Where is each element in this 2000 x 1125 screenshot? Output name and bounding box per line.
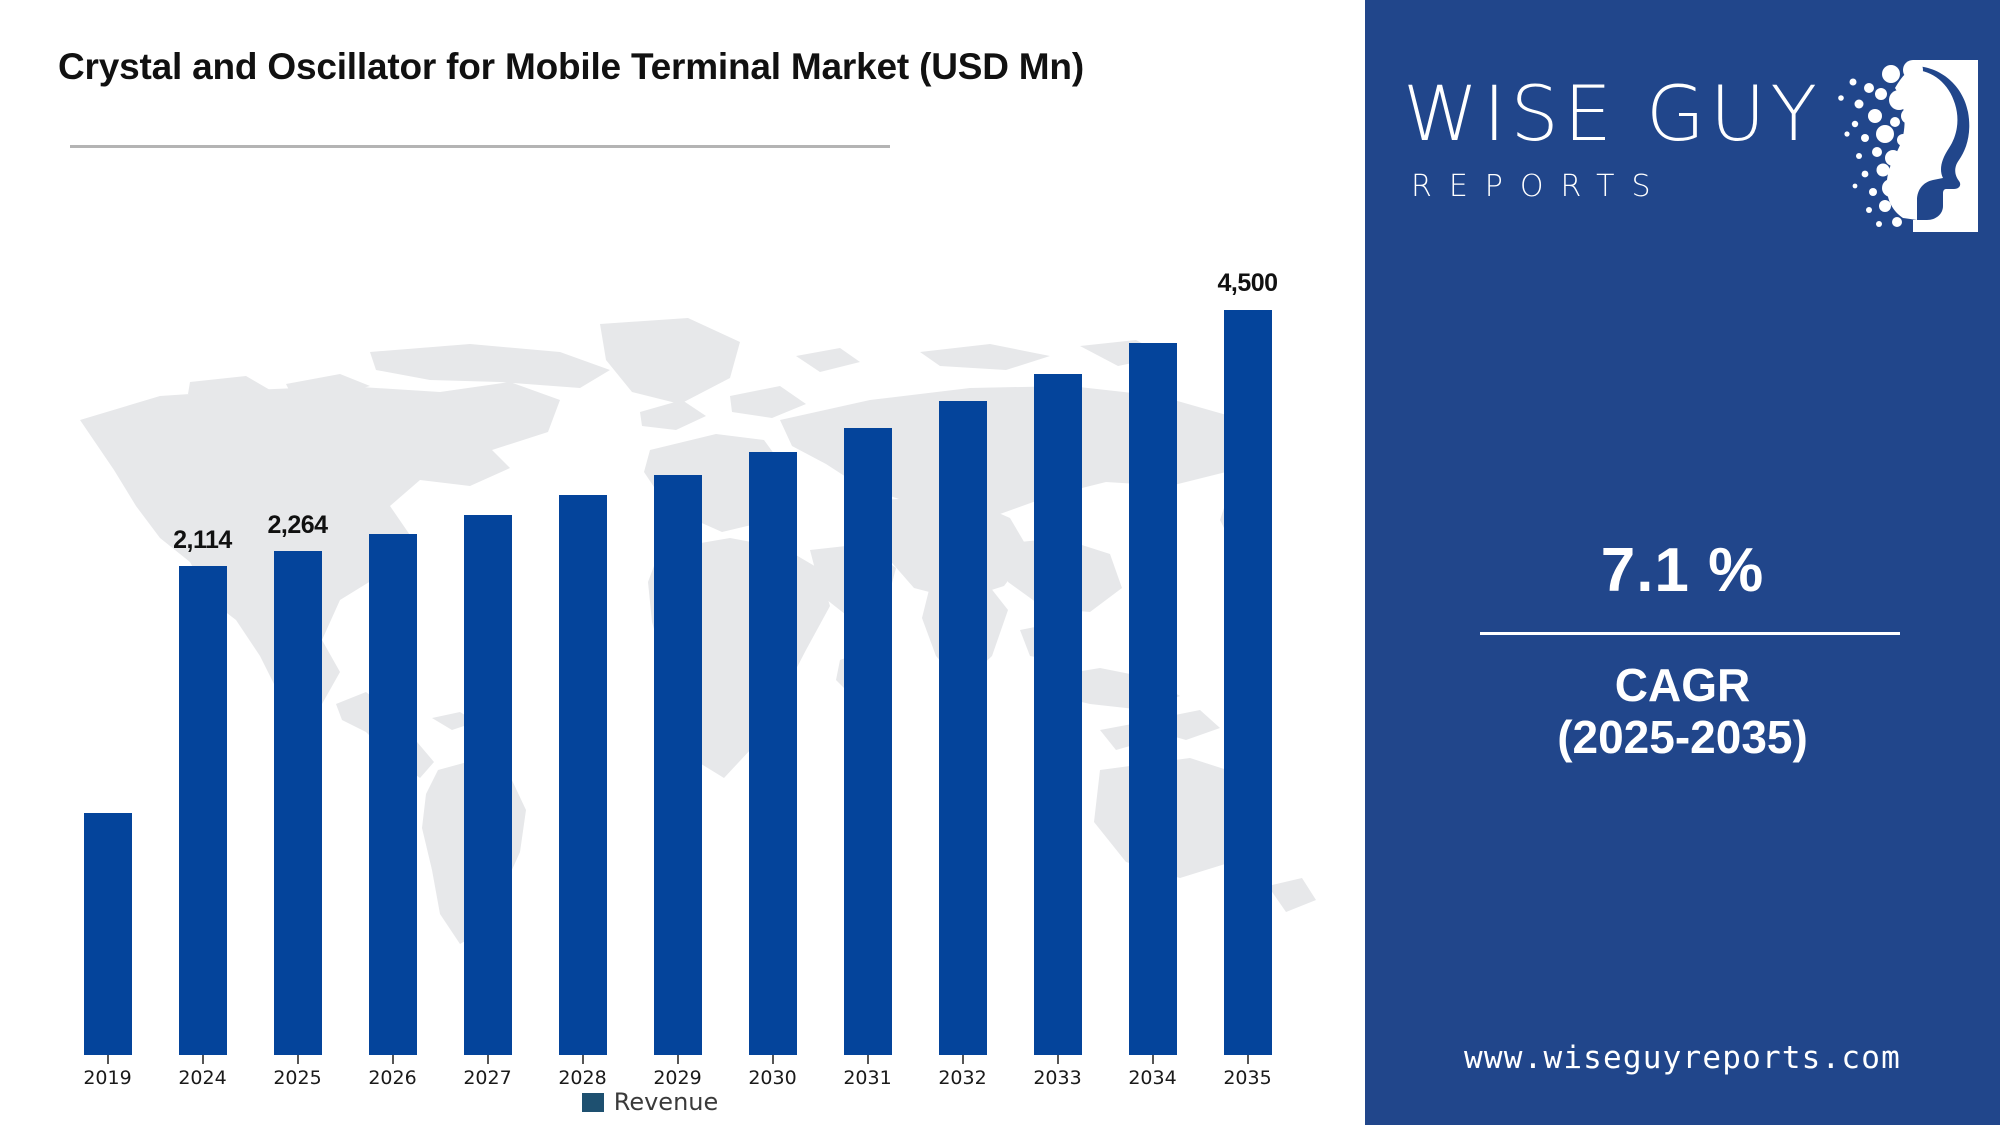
- bar[interactable]: [1223, 310, 1272, 1055]
- x-axis: 2019 2024 2025 2026 2027 2028: [60, 1055, 1305, 1100]
- bar[interactable]: [558, 495, 607, 1055]
- tick-mark: [1151, 1055, 1154, 1064]
- bar[interactable]: [368, 534, 417, 1055]
- chart-panel: Crystal and Oscillator for Mobile Termin…: [0, 46, 1316, 1116]
- page-title: Crystal and Oscillator for Mobile Termin…: [58, 46, 1084, 87]
- tick-mark: [866, 1055, 869, 1064]
- cagr-caption-line2: (2025-2035): [1557, 710, 1808, 763]
- logo-wordmark: WISE GUY: [1403, 69, 1822, 158]
- dotted-head-profile-icon: [1838, 60, 1978, 232]
- cagr-divider: [1480, 632, 1900, 635]
- tick-mark: [296, 1055, 299, 1064]
- brand-panel: WISE GUY REPORTS: [1365, 0, 2000, 1125]
- x-tick-label: 2031: [843, 1067, 892, 1089]
- cagr-caption-line1: CAGR: [1614, 659, 1751, 711]
- plot-area: 2,114 2,264: [60, 269, 1305, 1055]
- legend-label-revenue: Revenue: [613, 1088, 719, 1116]
- bar-slot: [1105, 280, 1200, 1055]
- bar[interactable]: [1033, 374, 1082, 1055]
- bar-slot: 2,264: [250, 280, 345, 1055]
- bar[interactable]: [273, 551, 322, 1055]
- x-tick: 2032: [915, 1055, 1010, 1089]
- x-tick-label: 2034: [1128, 1067, 1177, 1089]
- tick-mark: [391, 1055, 394, 1064]
- brand-logo: WISE GUY REPORTS: [1365, 60, 2000, 232]
- legend-swatch-revenue: [581, 1092, 604, 1112]
- tick-mark: [1056, 1055, 1059, 1064]
- bar-slot: [535, 280, 630, 1055]
- x-tick-label: 2024: [178, 1067, 227, 1089]
- x-tick-label: 2027: [463, 1067, 512, 1089]
- tick-mark: [1246, 1055, 1249, 1064]
- bar[interactable]: [83, 813, 132, 1055]
- bar[interactable]: [1128, 343, 1177, 1055]
- bar-slot: [820, 280, 915, 1055]
- bar-value-label: 4,500: [1217, 269, 1278, 297]
- x-tick: 2029: [630, 1055, 725, 1089]
- x-tick: 2024: [155, 1055, 250, 1089]
- bar-slot: [915, 280, 1010, 1055]
- bar[interactable]: [178, 566, 227, 1055]
- title-divider: [70, 145, 890, 148]
- bar-value-label: 2,114: [173, 526, 232, 554]
- bar-value-label: 2,264: [267, 511, 328, 539]
- bar[interactable]: [748, 452, 797, 1055]
- x-tick: 2026: [345, 1055, 440, 1089]
- x-tick: 2034: [1105, 1055, 1200, 1089]
- bar[interactable]: [938, 401, 987, 1055]
- tick-mark: [771, 1055, 774, 1064]
- x-tick-label: 2019: [83, 1067, 132, 1089]
- bar-slot: [440, 280, 535, 1055]
- x-tick: 2028: [535, 1055, 630, 1089]
- x-tick-label: 2030: [748, 1067, 797, 1089]
- x-tick: 2033: [1010, 1055, 1105, 1089]
- x-tick: 2019: [60, 1055, 155, 1089]
- x-tick-label: 2033: [1033, 1067, 1082, 1089]
- bar[interactable]: [463, 515, 512, 1055]
- bar-slot: 2,114: [155, 280, 250, 1055]
- x-tick-label: 2026: [368, 1067, 417, 1089]
- bar[interactable]: [653, 475, 702, 1055]
- tick-mark: [581, 1055, 584, 1064]
- bar-slot: [345, 280, 440, 1055]
- logo-subword: REPORTS: [1411, 169, 1668, 204]
- x-tick: 2027: [440, 1055, 535, 1089]
- bar[interactable]: [843, 428, 892, 1055]
- x-tick-label: 2025: [273, 1067, 322, 1089]
- website-url: www.wiseguyreports.com: [1464, 1040, 1901, 1076]
- x-tick: 2035: [1200, 1055, 1295, 1089]
- x-tick-label: 2029: [653, 1067, 702, 1089]
- tick-mark: [961, 1055, 964, 1064]
- tick-mark: [106, 1055, 109, 1064]
- x-tick: 2025: [250, 1055, 345, 1089]
- x-tick: 2030: [725, 1055, 820, 1089]
- x-tick-label: 2035: [1223, 1067, 1272, 1089]
- x-tick: 2031: [820, 1055, 915, 1089]
- bar-slot: [725, 280, 820, 1055]
- bar-slot: 4,500: [1200, 269, 1295, 1055]
- x-tick-label: 2032: [938, 1067, 987, 1089]
- tick-mark: [201, 1055, 204, 1064]
- tick-mark: [486, 1055, 489, 1064]
- x-tick-label: 2028: [558, 1067, 607, 1089]
- cagr-value: 7.1 %: [1600, 536, 1765, 605]
- bar-slot: [630, 280, 725, 1055]
- bar-slot: [1010, 280, 1105, 1055]
- cagr-caption: CAGR (2025-2035): [1365, 659, 2000, 763]
- bar-slot: [60, 280, 155, 1055]
- chart-legend: Revenue: [0, 1088, 1300, 1116]
- tick-mark: [676, 1055, 679, 1064]
